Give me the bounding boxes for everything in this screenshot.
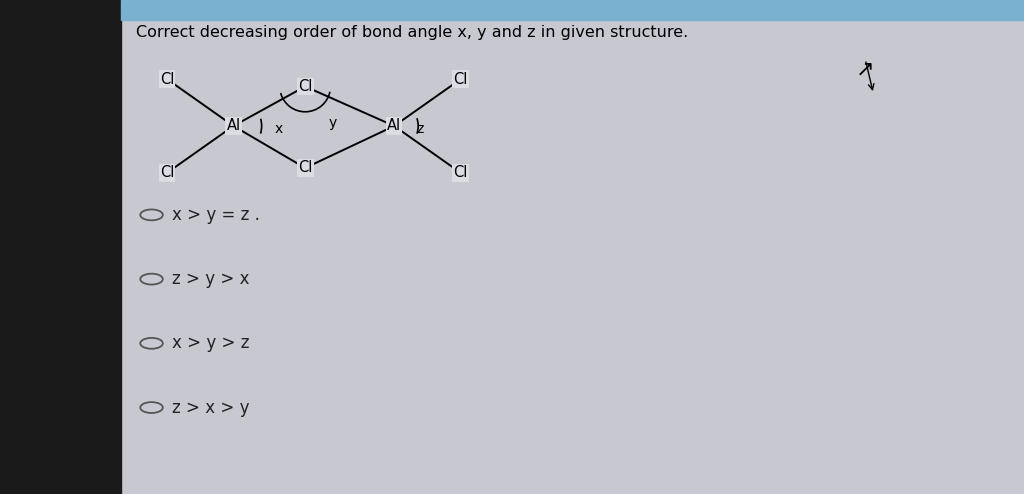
Text: z > x > y: z > x > y (172, 399, 250, 416)
Text: Correct decreasing order of bond angle x, y and z in given structure.: Correct decreasing order of bond angle x… (136, 25, 688, 40)
Text: y: y (329, 116, 337, 129)
Bar (121, 0, 1024, 20)
Text: z: z (416, 123, 424, 136)
Text: Cl: Cl (454, 72, 468, 86)
Text: x > y = z .: x > y = z . (172, 206, 260, 224)
Text: Cl: Cl (298, 161, 312, 175)
Text: Cl: Cl (160, 72, 174, 86)
Text: Al: Al (226, 119, 241, 133)
Text: z > y > x: z > y > x (172, 270, 250, 288)
Text: Cl: Cl (160, 165, 174, 180)
Bar (0, 0, 121, 494)
Text: Cl: Cl (298, 79, 312, 94)
Text: Cl: Cl (454, 165, 468, 180)
Text: Al: Al (387, 119, 401, 133)
Text: x > y > z: x > y > z (172, 334, 250, 352)
Text: ↗: ↗ (856, 59, 874, 79)
Text: x: x (274, 123, 283, 136)
